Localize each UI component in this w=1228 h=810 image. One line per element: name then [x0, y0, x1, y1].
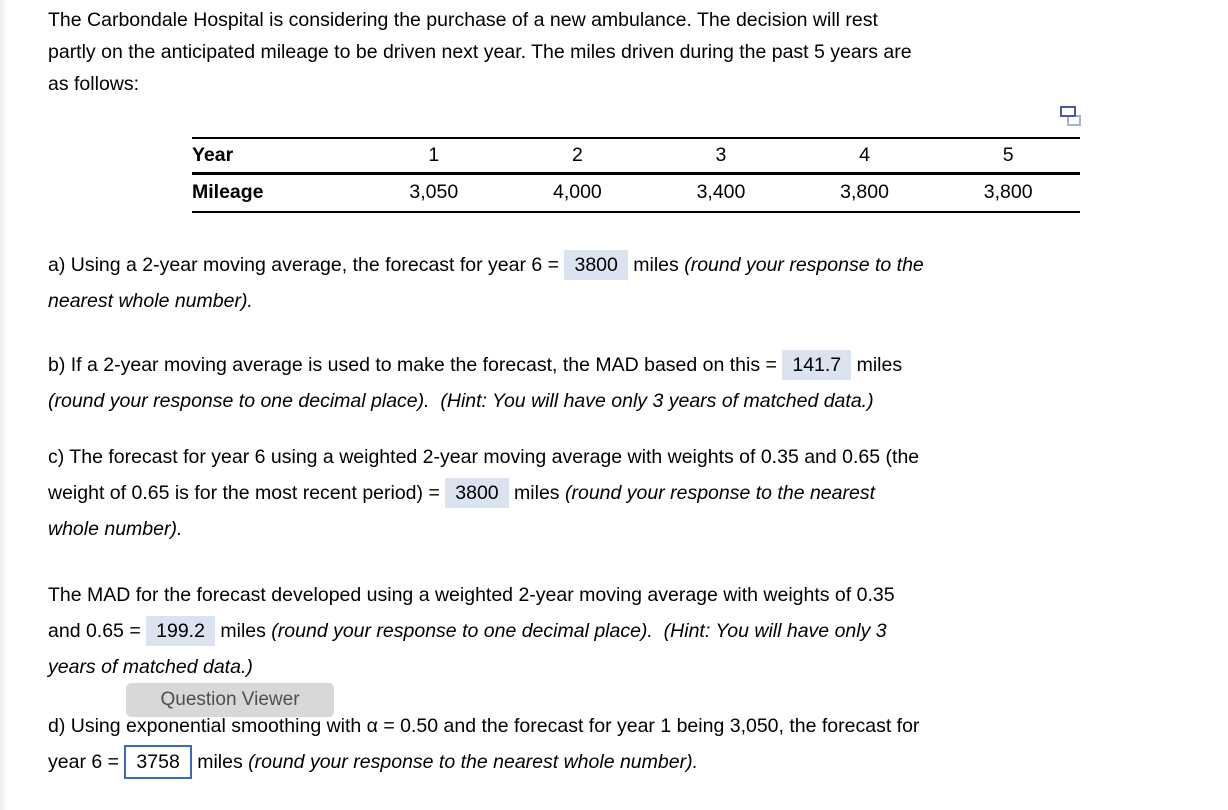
text-line: c) The forecast for year 6 using a weigh… [48, 439, 1228, 475]
text-run: weight of 0.65 is for the most recent pe… [48, 482, 446, 504]
year-cell: 1 [362, 137, 506, 175]
answer-field-filled[interactable]: 3800 [445, 478, 509, 508]
instruction-text: nearest whole number). [48, 290, 253, 312]
instruction-text: whole number). [48, 518, 183, 540]
text-line: nearest whole number). [48, 283, 1228, 319]
text-line: weight of 0.65 is for the most recent pe… [48, 475, 1228, 511]
text-line: (round your response to one decimal plac… [48, 383, 1228, 419]
text-run: The MAD for the forecast developed using… [48, 584, 895, 606]
mileage-cell: 3,050 [362, 173, 506, 213]
question-d-paragraph: d) Using exponential smoothing with α = … [48, 708, 1228, 780]
instruction-text: years of matched data.) [48, 656, 253, 678]
text-run: d) Using exponential smoothing with α = … [48, 715, 920, 737]
answer-field-filled[interactable]: 141.7 [782, 350, 852, 380]
mileage-cell: 3,800 [936, 173, 1080, 213]
text-line: and 0.65 = 199.2 miles (round your respo… [48, 613, 1228, 649]
table-row-mileage: Mileage 3,050 4,000 3,400 3,800 3,800 [192, 173, 1080, 213]
instruction-text: (round your response to the [684, 254, 924, 276]
row-header-mileage: Mileage [192, 173, 362, 213]
year-cell: 4 [792, 137, 937, 175]
text-run: miles [508, 482, 565, 504]
text-line: The MAD for the forecast developed using… [48, 577, 1228, 613]
year-cell: 3 [649, 137, 793, 175]
mileage-cell: 4,000 [505, 173, 650, 213]
text-run: partly on the anticipated mileage to be … [48, 41, 912, 63]
copy-icon-front-rect [1060, 106, 1076, 117]
mileage-cell: 3,800 [792, 173, 937, 213]
text-run: b) If a 2-year moving average is used to… [48, 354, 783, 376]
text-line: d) Using exponential smoothing with α = … [48, 708, 1228, 744]
text-line: b) If a 2-year moving average is used to… [48, 347, 1228, 383]
mileage-cell: 3,400 [649, 173, 793, 213]
question-mad-paragraph: The MAD for the forecast developed using… [48, 577, 1228, 685]
instruction-text: (round your response to one decimal plac… [48, 390, 874, 412]
text-run: miles [851, 354, 903, 376]
question-c-paragraph: c) The forecast for year 6 using a weigh… [48, 439, 1228, 547]
row-header-year: Year [192, 137, 362, 175]
text-line: year 6 = 3758 miles (round your response… [48, 744, 1228, 780]
text-run: miles [214, 620, 272, 642]
question-content: The Carbondale Hospital is considering t… [48, 4, 1228, 780]
text-line: partly on the anticipated mileage to be … [48, 36, 1228, 68]
text-run: The Carbondale Hospital is considering t… [48, 9, 878, 31]
question-viewer-button[interactable]: Question Viewer [126, 683, 334, 717]
copy-icon[interactable] [1059, 104, 1082, 128]
year-cell: 2 [505, 137, 650, 175]
question-a-paragraph: a) Using a 2-year moving average, the fo… [48, 247, 1228, 319]
answer-input-active[interactable]: 3758 [124, 745, 192, 779]
text-line: whole number). [48, 511, 1228, 547]
answer-field-filled[interactable]: 3800 [564, 250, 628, 280]
question-b-paragraph: b) If a 2-year moving average is used to… [48, 347, 1228, 419]
instruction-text: (round your response to the nearest whol… [248, 751, 698, 773]
instruction-text: (round your response to the nearest [564, 482, 876, 504]
text-line: as follows: [48, 68, 1228, 100]
answer-field-filled[interactable]: 199.2 [146, 616, 215, 646]
text-run: miles [191, 751, 249, 773]
text-line: The Carbondale Hospital is considering t… [48, 4, 1228, 36]
text-line: a) Using a 2-year moving average, the fo… [48, 247, 1228, 283]
text-run: as follows: [48, 73, 140, 95]
instruction-text: (round your response to one decimal plac… [271, 620, 887, 642]
text-line: years of matched data.) [48, 649, 1228, 685]
text-run: miles [627, 254, 685, 276]
text-run: a) Using a 2-year moving average, the fo… [48, 254, 565, 276]
text-run: c) The forecast for year 6 using a weigh… [48, 446, 920, 468]
intro-paragraph: The Carbondale Hospital is considering t… [48, 4, 1228, 100]
text-run: and 0.65 = [48, 620, 147, 642]
text-run: year 6 = [48, 751, 125, 773]
year-cell: 5 [936, 137, 1080, 175]
